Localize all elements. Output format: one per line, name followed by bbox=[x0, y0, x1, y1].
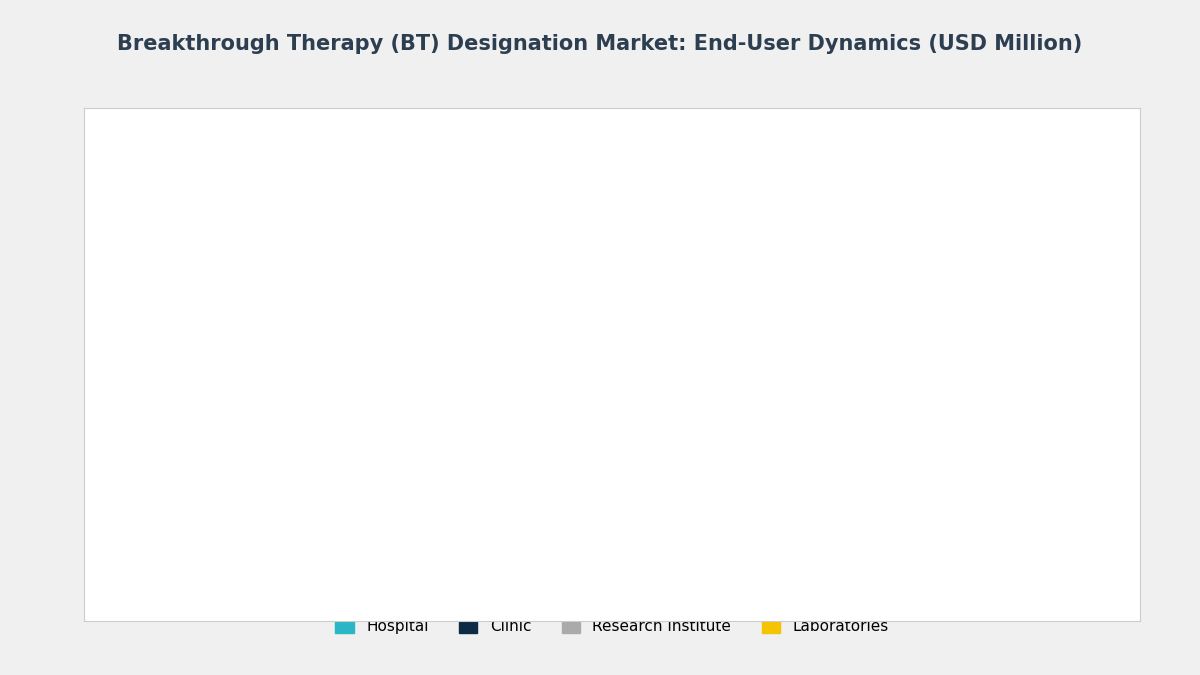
Bar bbox=[671, 270, 751, 540]
Bar bbox=[212, 303, 293, 540]
Bar bbox=[845, 395, 925, 540]
Bar bbox=[386, 425, 466, 540]
Bar bbox=[299, 385, 379, 540]
Text: Breakthrough Therapy (BT) Designation Market: End-User Dynamics (USD Million): Breakthrough Therapy (BT) Designation Ma… bbox=[118, 34, 1082, 54]
Bar bbox=[931, 402, 1012, 540]
Bar bbox=[473, 438, 553, 540]
Bar bbox=[758, 352, 838, 540]
Legend: Hospital, Clinic, Research Institute, Laboratories: Hospital, Clinic, Research Institute, La… bbox=[328, 612, 896, 642]
